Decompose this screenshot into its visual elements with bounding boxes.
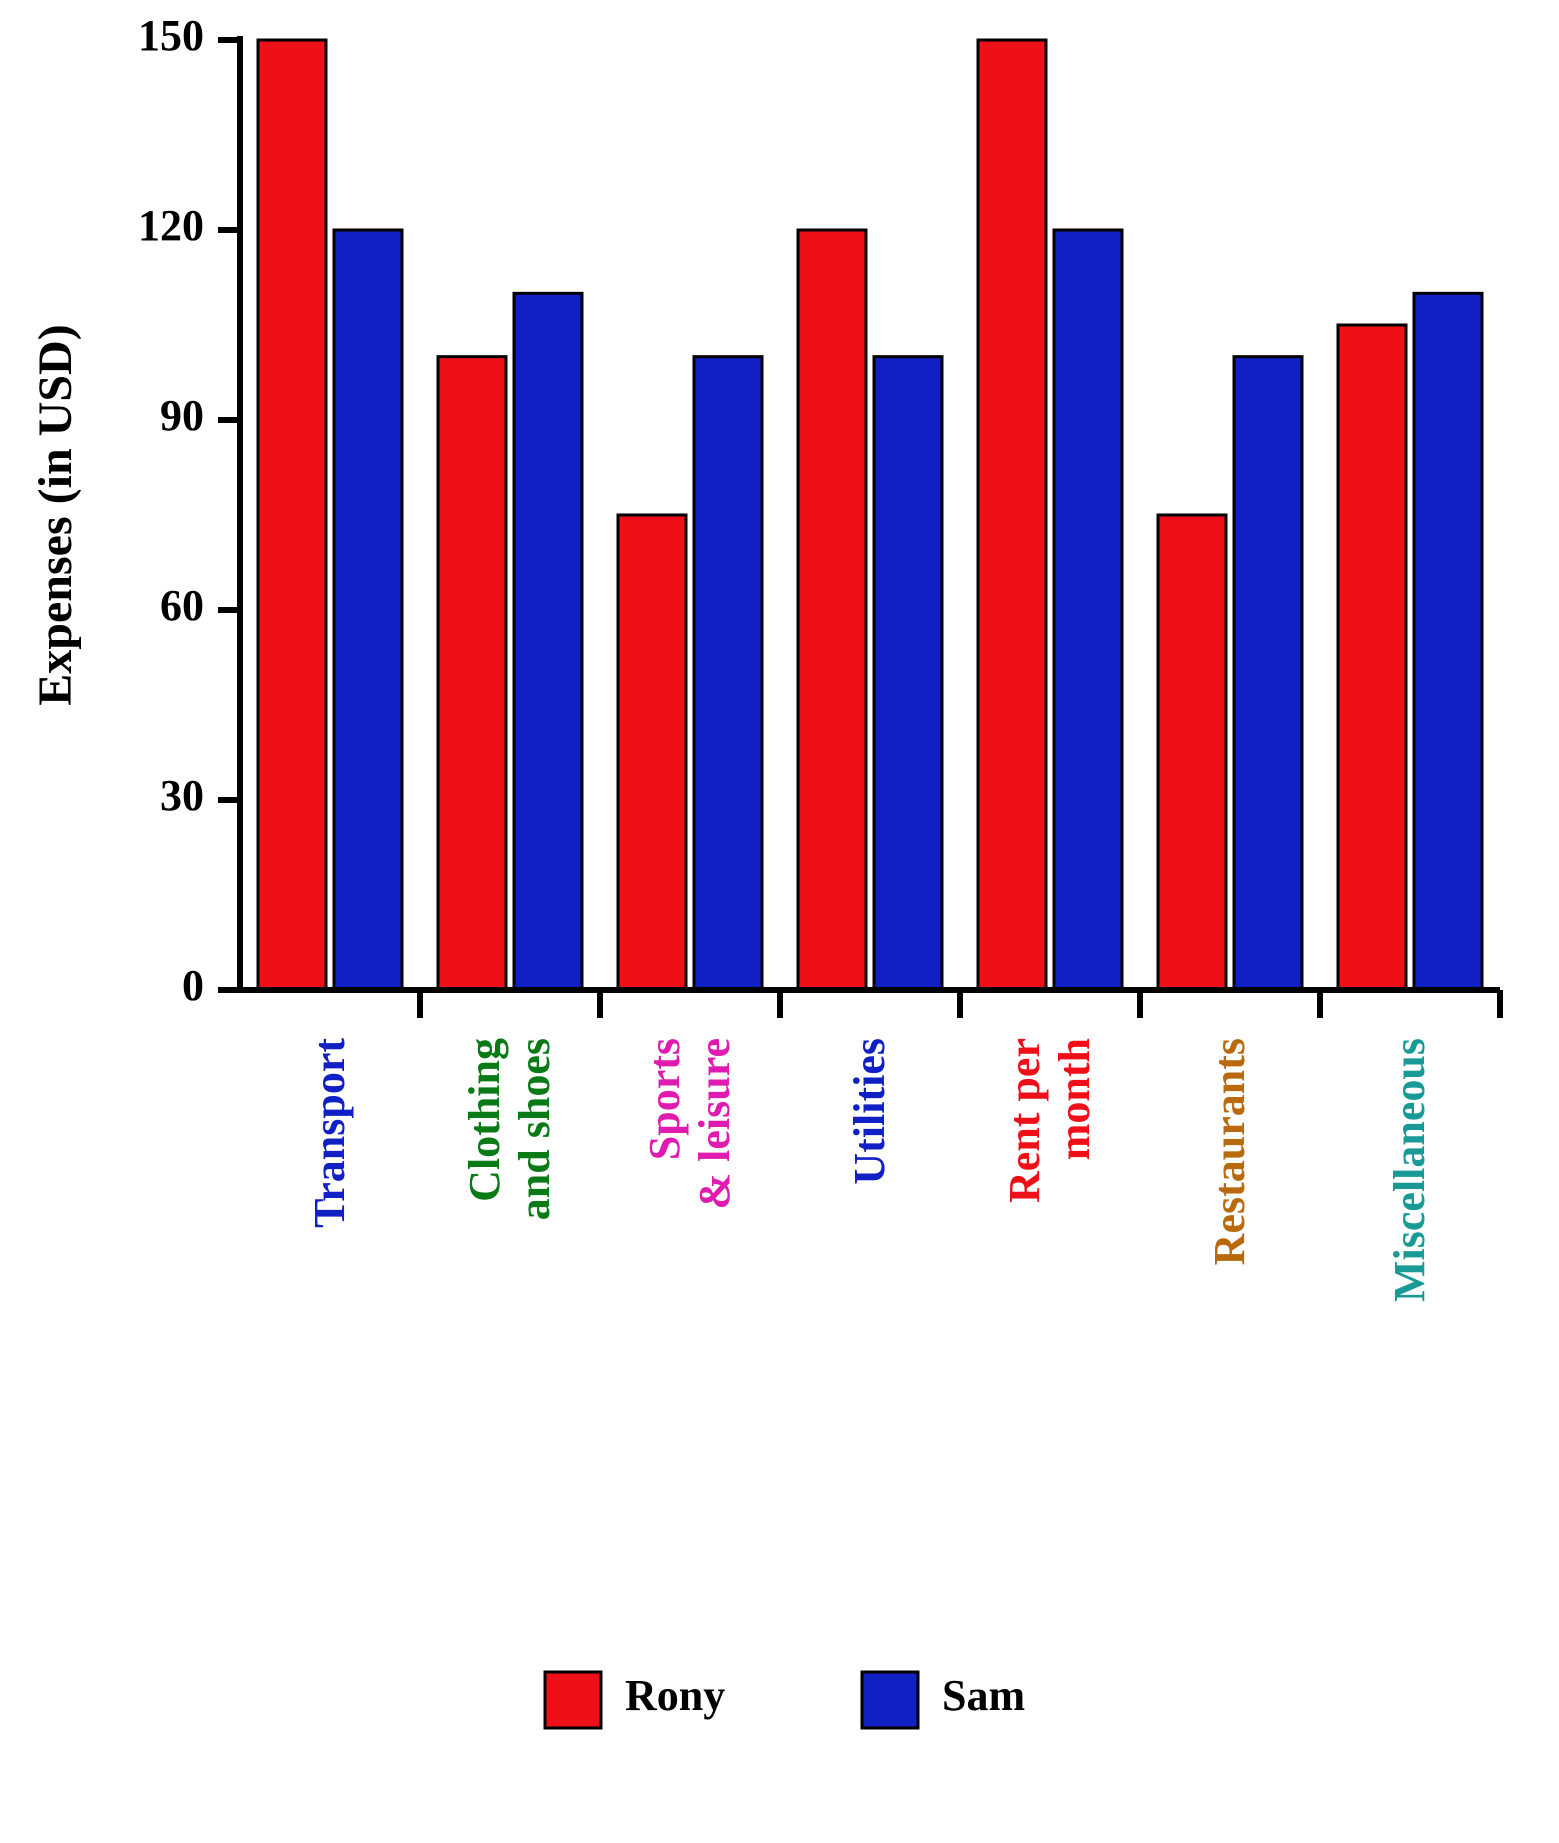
- legend-label: Rony: [625, 1671, 725, 1720]
- chart-background: [0, 0, 1559, 1843]
- bar-rony: [618, 515, 686, 990]
- legend-swatch: [862, 1672, 918, 1728]
- category-label: Rent per: [1000, 1038, 1049, 1203]
- bar-sam: [514, 293, 582, 990]
- category-label: & leisure: [690, 1038, 739, 1210]
- bar-rony: [978, 40, 1046, 990]
- category-label: month: [1050, 1038, 1099, 1160]
- category-label: Restaurants: [1205, 1038, 1254, 1265]
- y-tick-label: 0: [182, 961, 204, 1010]
- category-label: Utilities: [845, 1038, 894, 1185]
- y-axis-title: Expenses (in USD): [29, 324, 82, 705]
- y-tick-label: 30: [160, 771, 204, 820]
- bar-sam: [1414, 293, 1482, 990]
- legend-swatch: [545, 1672, 601, 1728]
- y-tick-label: 90: [160, 391, 204, 440]
- category-label: Sports: [640, 1038, 689, 1160]
- y-tick-label: 60: [160, 581, 204, 630]
- y-tick-label: 120: [138, 201, 204, 250]
- category-label: and shoes: [510, 1038, 559, 1220]
- bar-sam: [334, 230, 402, 990]
- bar-sam: [1234, 357, 1302, 990]
- bar-sam: [874, 357, 942, 990]
- category-label: Clothing: [460, 1038, 509, 1202]
- bar-rony: [1158, 515, 1226, 990]
- chart-svg: 0 30 60 90 120 150 Expenses (in USD) Transport C…: [0, 0, 1559, 1843]
- bar-rony: [798, 230, 866, 990]
- category-label: Miscellaneous: [1385, 1038, 1434, 1302]
- bar-sam: [1054, 230, 1122, 990]
- bar-rony: [438, 357, 506, 990]
- expenses-grouped-bar-chart: 0 30 60 90 120 150 Expenses (in USD) Transport C…: [0, 0, 1559, 1843]
- bar-rony: [1338, 325, 1406, 990]
- bar-rony: [258, 40, 326, 990]
- y-tick-label: 150: [138, 11, 204, 60]
- category-label: Transport: [305, 1038, 354, 1228]
- bar-sam: [694, 357, 762, 990]
- legend-label: Sam: [942, 1671, 1025, 1720]
